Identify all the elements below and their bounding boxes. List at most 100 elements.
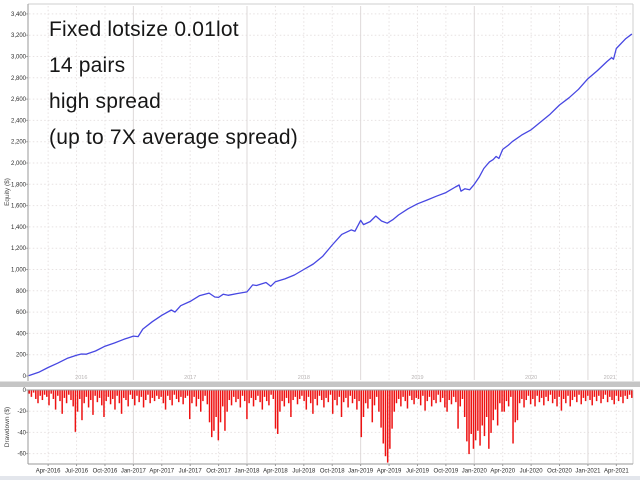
x-tick-label: Oct-2019: [434, 469, 459, 475]
drawdown-bar: [336, 390, 338, 406]
drawdown-bar: [435, 390, 437, 404]
drawdown-bar: [87, 390, 90, 408]
drawdown-bar: [204, 390, 206, 396]
drawdown-bar: [241, 390, 244, 396]
equity-y-tick-label: 2,000: [11, 161, 27, 167]
drawdown-bar: [419, 390, 422, 406]
drawdown-bar: [70, 390, 72, 401]
x-tick-label: Oct-2017: [206, 469, 231, 475]
equity-y-tick-label: 800: [16, 289, 27, 295]
drawdown-bar: [351, 390, 354, 404]
drawdown-bar: [529, 390, 532, 405]
drawdown-bar: [582, 390, 585, 398]
equity-y-tick-label: 2,800: [11, 76, 27, 82]
x-tick-label: Apr-2016: [36, 469, 61, 475]
annotation-line-spread: high spread: [49, 90, 161, 113]
drawdown-bar: [382, 390, 385, 444]
drawdown-bar: [265, 390, 268, 402]
equity-y-tick-label: 1,600: [11, 204, 27, 210]
drawdown-bar: [37, 390, 39, 404]
drawdown-bar: [507, 390, 510, 407]
x-tick-label: Jul-2017: [179, 469, 203, 475]
drawdown-bar: [505, 390, 508, 402]
drawdown-bar: [492, 390, 494, 421]
drawdown-bar: [604, 390, 607, 395]
equity-y-tick-label: 1,400: [11, 225, 27, 231]
drawdown-bar: [312, 390, 314, 414]
drawdown-bar: [206, 390, 209, 405]
drawdown-bar: [107, 390, 110, 397]
drawdown-bar: [160, 390, 162, 397]
drawdown-bar: [459, 390, 462, 407]
drawdown-bar: [373, 390, 376, 406]
drawdown-bar: [347, 390, 349, 408]
drawdown-bar: [606, 390, 609, 403]
drawdown-bar: [175, 390, 178, 399]
drawdown-bar: [305, 390, 308, 410]
drawdown-bar: [547, 390, 549, 402]
drawdown-bar: [595, 390, 598, 402]
drawdown-bar: [232, 390, 235, 397]
drawdown-bar: [591, 390, 593, 406]
drawdown-bar: [272, 390, 275, 399]
drawdown-bar: [371, 390, 374, 423]
drawdown-bar: [439, 390, 442, 403]
drawdown-bar: [490, 390, 492, 433]
drawdown-bar: [518, 390, 521, 404]
x-tick-label: Jan-2020: [462, 469, 488, 475]
equity-y-tick-label: 400: [16, 331, 27, 337]
drawdown-bar: [298, 390, 301, 399]
x-tick-label: Oct-2020: [547, 469, 572, 475]
drawdown-bar: [127, 390, 129, 407]
drawdown-bar: [167, 390, 169, 396]
drawdown-bar: [609, 390, 611, 397]
drawdown-bar: [320, 390, 323, 401]
drawdown-bar: [74, 390, 77, 432]
drawdown-bar: [158, 390, 160, 399]
drawdown-bar: [125, 390, 127, 401]
drawdown-bar: [213, 390, 215, 431]
drawdown-bar: [622, 390, 624, 404]
drawdown-bar: [481, 390, 483, 426]
year-watermark-label: 2017: [184, 375, 196, 381]
drawdown-bar: [59, 390, 61, 402]
drawdown-bar: [587, 390, 589, 396]
drawdown-bar: [413, 390, 415, 405]
drawdown-bar: [342, 390, 345, 403]
drawdown-bar: [323, 390, 325, 408]
drawdown-bar: [395, 390, 398, 404]
drawdown-bar: [617, 390, 620, 402]
drawdown-bar: [397, 390, 400, 399]
drawdown-bar: [226, 390, 228, 412]
chart-frame: [0, 3, 640, 465]
drawdown-bar: [424, 390, 426, 411]
drawdown-axis-title: Drawdown ($): [4, 407, 11, 447]
x-tick-label: Jul-2016: [65, 469, 89, 475]
x-tick-label: Jul-2019: [406, 469, 430, 475]
drawdown-bar: [32, 390, 35, 393]
drawdown-bar: [362, 390, 365, 417]
drawdown-bar: [345, 390, 347, 398]
drawdown-bar: [314, 390, 316, 399]
axis-titles: Equity ($) Drawdown ($): [4, 178, 11, 447]
drawdown-bar: [230, 390, 233, 406]
drawdown-bar: [296, 390, 299, 405]
drawdown-bar: [103, 390, 105, 417]
drawdown-bar: [140, 390, 143, 397]
drawdown-bar: [448, 390, 451, 401]
x-tick-label: Jul-2018: [292, 469, 316, 475]
drawdown-bar: [162, 390, 165, 404]
drawdown-bar: [57, 390, 59, 396]
drawdown-bar: [554, 390, 556, 399]
drawdown-bar: [246, 390, 248, 420]
drawdown-bar: [199, 390, 202, 412]
drawdown-bar: [514, 390, 516, 423]
drawdown-bar: [219, 390, 222, 423]
drawdown-bar: [411, 390, 413, 401]
drawdown-bar: [50, 390, 52, 394]
drawdown-bar: [441, 390, 444, 398]
drawdown-bar: [28, 390, 30, 394]
drawdown-bar: [578, 390, 580, 395]
drawdown-bar: [415, 390, 418, 398]
drawdown-bar: [523, 390, 525, 408]
